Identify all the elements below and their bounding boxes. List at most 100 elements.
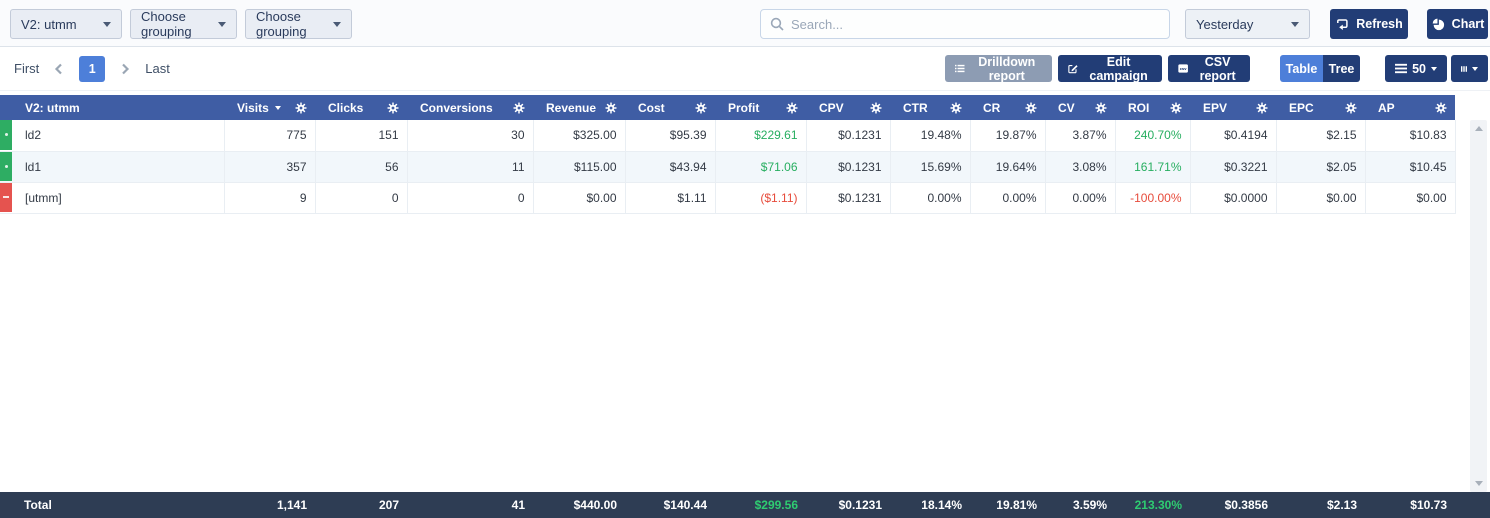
gear-icon[interactable] — [1345, 101, 1357, 114]
chevron-down-icon — [218, 21, 226, 27]
chevron-down-icon — [333, 21, 341, 27]
total-clicks: 207 — [378, 498, 399, 512]
column-header-cpv[interactable]: CPV — [806, 95, 890, 120]
column-header-roi[interactable]: ROI — [1115, 95, 1190, 120]
chevron-down-icon — [1291, 21, 1299, 27]
cell-revenue: $325.00 — [533, 120, 626, 152]
column-header-ctr[interactable]: CTR — [890, 95, 970, 120]
cell-visits: 357 — [224, 151, 316, 183]
gear-icon[interactable] — [1435, 101, 1447, 114]
refresh-button[interactable]: Refresh — [1330, 9, 1408, 39]
pagination: First 1 Last — [14, 55, 170, 82]
total-roi: 213.30% — [1134, 498, 1182, 512]
table-row[interactable]: ld1 357 56 11 $115.00 $43.94 $71.06 $0.1231 15.6… — [0, 151, 1456, 183]
cell-cpv: $0.1231 — [806, 182, 891, 214]
grouping-select-1-value: Choose grouping — [141, 9, 192, 39]
total-conversions: 41 — [511, 498, 525, 512]
tree-view-button[interactable]: Tree — [1323, 55, 1360, 82]
cell-clicks: 151 — [315, 120, 408, 152]
pagination-last[interactable]: Last — [145, 61, 170, 76]
pie-chart-icon — [1432, 18, 1444, 31]
chevron-down-icon — [103, 21, 111, 27]
cell-roi: 240.70% — [1115, 120, 1191, 152]
cell-ap: $10.45 — [1365, 151, 1456, 183]
sort-desc-icon — [274, 105, 281, 110]
hamburger-icon — [1395, 63, 1408, 74]
table-row[interactable]: ld2 775 151 30 $325.00 $95.39 $229.61 $0.1231 19… — [0, 120, 1456, 152]
column-header-revenue[interactable]: Revenue — [533, 95, 625, 120]
total-epv: $0.3856 — [1224, 498, 1268, 512]
column-header-cr[interactable]: CR — [970, 95, 1045, 120]
search-icon — [770, 17, 784, 31]
column-header-visits[interactable]: Visits — [224, 95, 315, 120]
gear-icon[interactable] — [695, 101, 707, 114]
column-header-name[interactable]: V2: utmm — [0, 95, 224, 120]
pagination-next[interactable] — [120, 63, 130, 75]
table-view-button[interactable]: Table — [1280, 55, 1323, 82]
column-header-epv[interactable]: EPV — [1190, 95, 1276, 120]
totals-row: Total 1,141 207 41 $440.00 $140.44 $299.56 $0.1… — [0, 492, 1455, 518]
grouping-select-1[interactable]: Choose grouping — [130, 9, 237, 39]
pagination-prev[interactable] — [54, 63, 64, 75]
gear-icon[interactable] — [387, 101, 399, 114]
total-epc: $2.13 — [1326, 498, 1357, 512]
grouping-select-2[interactable]: Choose grouping — [245, 9, 352, 39]
edit-icon — [1068, 65, 1078, 74]
gear-icon[interactable] — [1170, 101, 1182, 114]
gear-icon[interactable] — [295, 101, 307, 114]
column-header-cost[interactable]: Cost — [625, 95, 715, 120]
scroll-up-arrow[interactable] — [1470, 120, 1487, 137]
total-cr: 19.81% — [996, 498, 1037, 512]
cell-ap: $10.83 — [1365, 120, 1456, 152]
table-row[interactable]: [utmm] 9 0 0 $0.00 $1.11 ($1.11) $0.1231 0.00% 0.… — [0, 182, 1456, 214]
cell-conversions: 0 — [407, 182, 534, 214]
cell-conversions: 11 — [407, 151, 534, 183]
gear-icon[interactable] — [786, 101, 798, 114]
csv-report-label: CSV report — [1199, 54, 1236, 83]
page-size-button[interactable]: 50 — [1385, 55, 1447, 82]
gear-icon[interactable] — [1025, 101, 1037, 114]
pagination-page-1[interactable]: 1 — [79, 55, 106, 82]
gear-icon[interactable] — [1095, 101, 1107, 114]
cell-profit: ($1.11) — [715, 182, 807, 214]
column-header-epc[interactable]: EPC — [1276, 95, 1365, 120]
column-header-cv[interactable]: CV — [1045, 95, 1115, 120]
total-label: Total — [24, 498, 52, 512]
view-toggle: Table Tree — [1280, 55, 1360, 82]
gear-icon[interactable] — [605, 101, 617, 114]
pagination-first[interactable]: First — [14, 61, 40, 76]
chart-button[interactable]: Chart — [1427, 9, 1488, 39]
csv-report-button[interactable]: csv CSV report — [1168, 54, 1250, 83]
gear-icon[interactable] — [1256, 101, 1268, 114]
gear-icon[interactable] — [513, 101, 525, 114]
column-header-clicks[interactable]: Clicks — [315, 95, 407, 120]
edit-campaign-label: Edit campaign — [1089, 54, 1148, 83]
refresh-icon — [1337, 19, 1348, 30]
cell-cost: $43.94 — [625, 151, 716, 183]
search-box[interactable] — [760, 9, 1170, 39]
gear-icon[interactable] — [950, 101, 962, 114]
cell-clicks: 0 — [315, 182, 408, 214]
row-name-cell: [utmm] — [0, 182, 225, 214]
vertical-scrollbar[interactable] — [1470, 120, 1487, 492]
cell-visits: 9 — [224, 182, 316, 214]
scroll-down-arrow[interactable] — [1470, 475, 1487, 492]
chevron-down-icon — [1472, 66, 1478, 71]
cell-cost: $1.11 — [625, 182, 716, 214]
cell-clicks: 56 — [315, 151, 408, 183]
total-ap: $10.73 — [1410, 498, 1447, 512]
refresh-label: Refresh — [1356, 17, 1403, 31]
cell-cost: $95.39 — [625, 120, 716, 152]
search-input[interactable] — [791, 16, 1160, 32]
column-header-profit[interactable]: Profit — [715, 95, 806, 120]
gear-icon[interactable] — [870, 101, 882, 114]
drilldown-report-button[interactable]: Drilldown report — [945, 55, 1052, 83]
variable-select[interactable]: V2: utmm — [10, 9, 122, 39]
edit-campaign-button[interactable]: Edit campaign — [1058, 54, 1162, 83]
date-range-select[interactable]: Yesterday — [1185, 9, 1310, 39]
cell-revenue: $0.00 — [533, 182, 626, 214]
column-header-ap[interactable]: AP — [1365, 95, 1455, 120]
cell-revenue: $115.00 — [533, 151, 626, 183]
column-header-conversions[interactable]: Conversions — [407, 95, 533, 120]
columns-button[interactable] — [1451, 55, 1488, 82]
